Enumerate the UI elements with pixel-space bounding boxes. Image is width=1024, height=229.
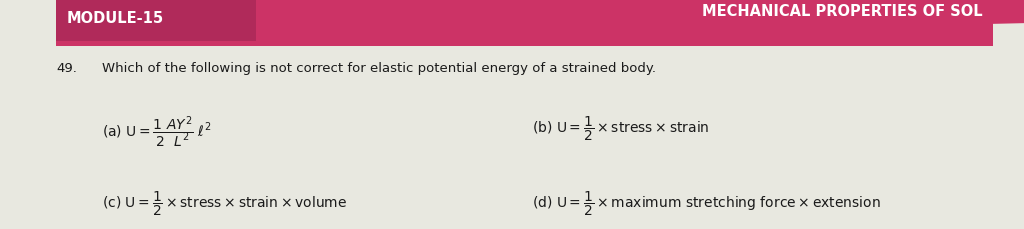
Text: 49.: 49. [56,62,77,75]
Text: (a) $\mathrm{U} = \dfrac{1\ AY^{2}}{2\ \ L^{2}}\ \ell^{2}$: (a) $\mathrm{U} = \dfrac{1\ AY^{2}}{2\ \… [102,114,212,150]
Text: (c) $\mathrm{U} = \dfrac{1}{2} \times \mathrm{stress} \times \mathrm{strain} \ti: (c) $\mathrm{U} = \dfrac{1}{2} \times \m… [102,190,348,218]
FancyBboxPatch shape [56,0,993,46]
FancyBboxPatch shape [56,0,256,41]
Text: MODULE-15: MODULE-15 [67,11,164,26]
Text: Which of the following is not correct for elastic potential energy of a strained: Which of the following is not correct fo… [102,62,656,75]
Text: (b) $\mathrm{U} = \dfrac{1}{2} \times \mathrm{stress} \times \mathrm{strain}$: (b) $\mathrm{U} = \dfrac{1}{2} \times \m… [532,114,710,143]
Text: MECHANICAL PROPERTIES OF SOL: MECHANICAL PROPERTIES OF SOL [702,4,983,19]
Text: (d) $\mathrm{U} = \dfrac{1}{2} \times \mathrm{maximum\ stretching\ force} \times: (d) $\mathrm{U} = \dfrac{1}{2} \times \m… [532,190,882,218]
